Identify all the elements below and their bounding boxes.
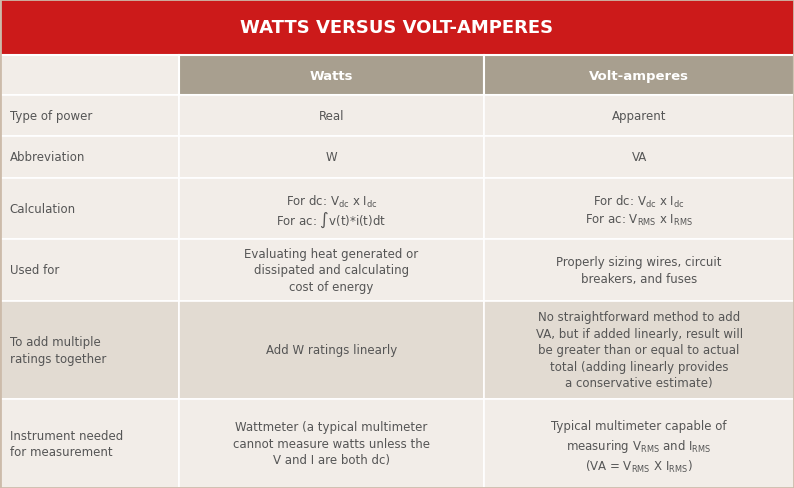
Text: For dc: V$_{\mathregular{dc}}$ x I$_{\mathregular{dc}}$: For dc: V$_{\mathregular{dc}}$ x I$_{\ma… (286, 194, 377, 209)
Bar (179, 399, 484, 488)
Text: No straightforward method to add
VA, but if added linearly, result will
be great: No straightforward method to add VA, but… (536, 311, 742, 389)
Text: To add multiple
ratings together: To add multiple ratings together (10, 335, 106, 365)
Text: Apparent: Apparent (612, 110, 666, 123)
Bar (0, 301, 179, 399)
Bar (484, 96, 794, 137)
Text: For dc: V$_{\mathregular{dc}}$ x I$_{\mathregular{dc}}$: For dc: V$_{\mathregular{dc}}$ x I$_{\ma… (593, 194, 685, 209)
Text: Type of power: Type of power (10, 110, 92, 123)
Text: Instrument needed
for measurement: Instrument needed for measurement (10, 429, 123, 458)
Bar (484, 301, 794, 399)
Text: measuring V$_{\mathregular{RMS}}$ and I$_{\mathregular{RMS}}$: measuring V$_{\mathregular{RMS}}$ and I$… (566, 437, 712, 454)
Text: W: W (326, 151, 337, 164)
Bar (484, 178, 794, 240)
Bar (484, 56, 794, 96)
Text: Evaluating heat generated or
dissipated and calculating
cost of energy: Evaluating heat generated or dissipated … (245, 247, 418, 293)
Bar (0, 240, 179, 301)
Bar (179, 178, 484, 240)
Bar (179, 240, 484, 301)
Text: Watts: Watts (310, 70, 353, 82)
Bar (179, 96, 484, 137)
Bar (179, 137, 484, 178)
Bar (179, 56, 484, 96)
Bar (0, 178, 179, 240)
Bar (484, 240, 794, 301)
Bar (0, 96, 179, 137)
Text: VA: VA (631, 151, 647, 164)
Text: Properly sizing wires, circuit
breakers, and fuses: Properly sizing wires, circuit breakers,… (557, 256, 722, 285)
Text: Calculation: Calculation (10, 203, 75, 215)
Text: Abbreviation: Abbreviation (10, 151, 85, 164)
Text: (VA = V$_{\mathregular{RMS}}$ X I$_{\mathregular{RMS}}$): (VA = V$_{\mathregular{RMS}}$ X I$_{\mat… (585, 458, 693, 474)
Text: For ac: V$_{\mathregular{RMS}}$ x I$_{\mathregular{RMS}}$: For ac: V$_{\mathregular{RMS}}$ x I$_{\m… (585, 212, 693, 227)
Bar (484, 399, 794, 488)
Bar (0, 137, 179, 178)
Text: Typical multimeter capable of: Typical multimeter capable of (551, 419, 727, 432)
Bar (484, 137, 794, 178)
Bar (0, 56, 179, 96)
Text: Used for: Used for (10, 264, 59, 277)
Bar (179, 301, 484, 399)
Text: For ac: $\int$v(t)*i(t)dt: For ac: $\int$v(t)*i(t)dt (276, 210, 387, 230)
Text: Wattmeter (a typical multimeter
cannot measure watts unless the
V and I are both: Wattmeter (a typical multimeter cannot m… (233, 421, 430, 467)
Bar (0, 399, 179, 488)
Bar (0, 0, 794, 56)
Text: Real: Real (318, 110, 345, 123)
Text: Volt-amperes: Volt-amperes (589, 70, 689, 82)
Text: WATTS VERSUS VOLT-AMPERES: WATTS VERSUS VOLT-AMPERES (241, 19, 553, 37)
Text: Add W ratings linearly: Add W ratings linearly (266, 344, 397, 357)
